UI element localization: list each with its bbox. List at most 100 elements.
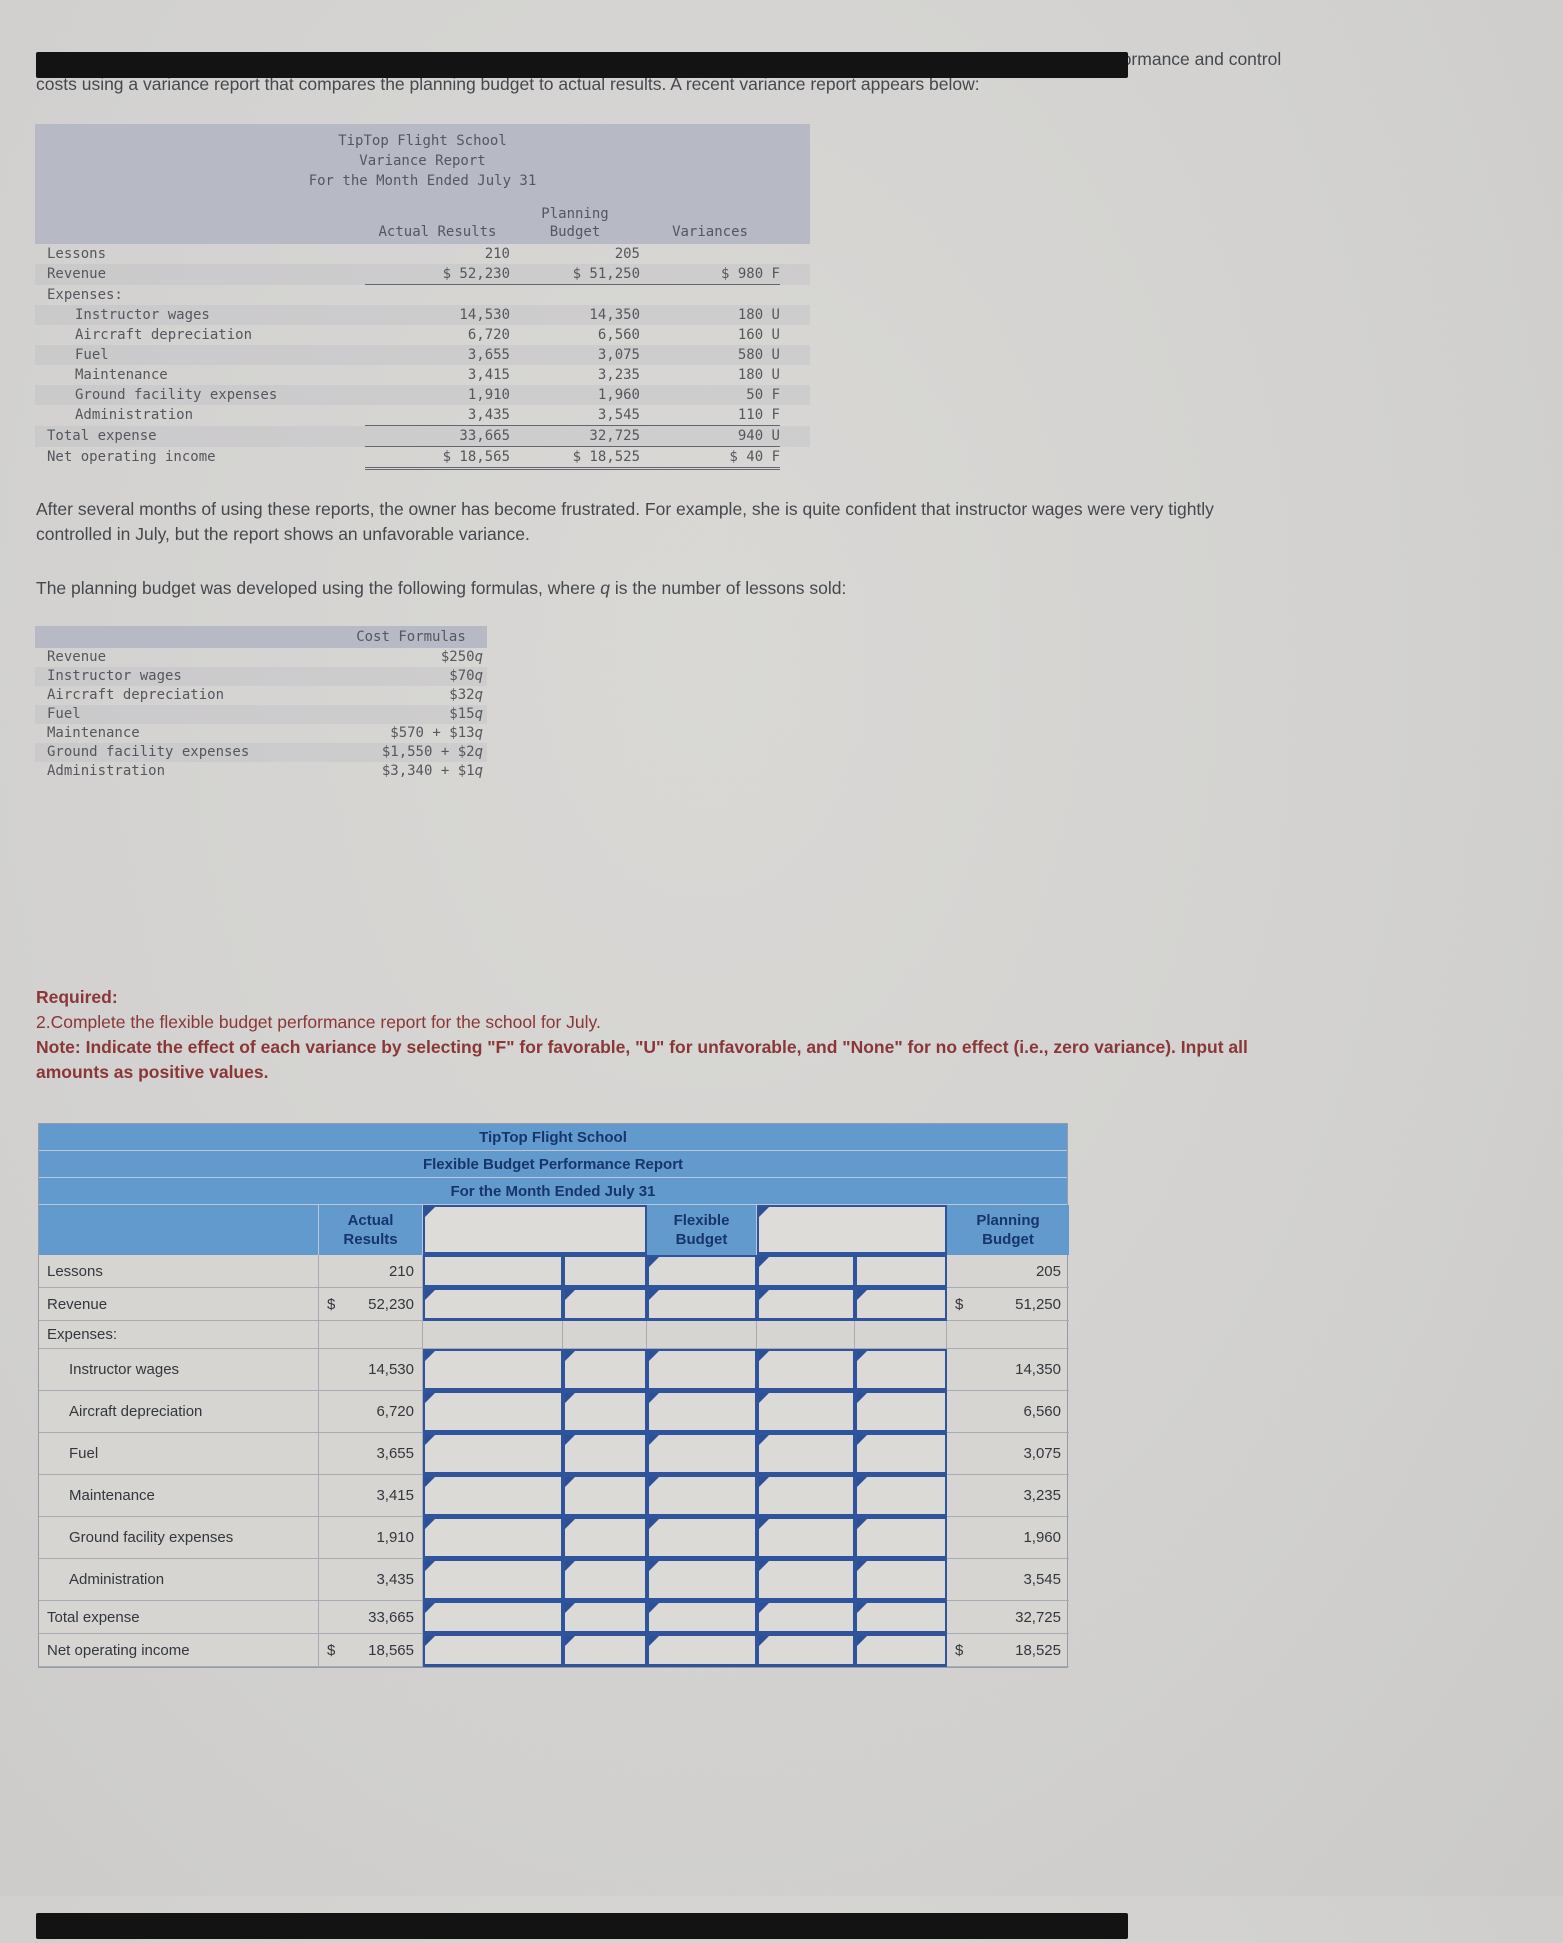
formula-value: $70q [449, 668, 483, 684]
activity-variance-fu-select[interactable] [855, 1433, 947, 1475]
flex-report-row: Fuel 3,655 3,075 [39, 1433, 1069, 1475]
activity-variance-fu-select[interactable] [855, 1349, 947, 1391]
actual-value [319, 1321, 423, 1349]
variance-value: 580 U [737, 347, 780, 363]
cost-formulas-header: Cost Formulas [356, 629, 466, 645]
row-label: Instructor wages [47, 668, 182, 684]
flexible-budget-input[interactable] [647, 1433, 757, 1475]
spending-variance-input[interactable] [423, 1349, 563, 1391]
actual-value: 1,910 [319, 1517, 423, 1559]
spending-variance-input[interactable] [423, 1475, 563, 1517]
activity-variance-input[interactable] [757, 1288, 855, 1321]
flexible-budget-input[interactable] [647, 1349, 757, 1391]
spending-variance-fu-select[interactable] [563, 1433, 647, 1475]
variance-report-row: Maintenance 3,415 3,235 180 U [35, 365, 810, 385]
row-label: Maintenance [75, 367, 168, 383]
spending-variance-fu-select[interactable] [563, 1634, 647, 1667]
formula-value: $32q [449, 687, 483, 703]
report-period: For the Month Ended July 31 [308, 173, 537, 189]
variance-report-row: Fuel 3,655 3,075 580 U [35, 345, 810, 365]
activity-variance-fu-select[interactable] [855, 1391, 947, 1433]
flex-report-column-headers: Actual Results Flexible Budget Planning … [39, 1205, 1069, 1255]
flexible-budget-input[interactable] [647, 1288, 757, 1321]
activity-variance-input[interactable] [757, 1475, 855, 1517]
planning-value: 6,560 [597, 327, 640, 343]
activity-variance-fu-select[interactable] [855, 1517, 947, 1559]
activity-variance-input[interactable] [757, 1559, 855, 1601]
spending-variance-input[interactable] [423, 1255, 563, 1288]
activity-variance-input[interactable] [757, 1517, 855, 1559]
label-column-header [39, 1205, 319, 1255]
variance-value: 180 U [737, 307, 780, 323]
spending-variance-input[interactable] [423, 1559, 563, 1601]
actual-value: 210 [484, 246, 510, 262]
spending-variance-fu-select[interactable] [563, 1349, 647, 1391]
activity-variance-fu-select[interactable] [855, 1288, 947, 1321]
actual-value: $52,230 [319, 1288, 423, 1321]
row-label: Lessons [39, 1255, 319, 1288]
spending-variance-input[interactable] [423, 1391, 563, 1433]
spending-variance-input[interactable] [423, 1634, 563, 1667]
spending-variance-fu-select[interactable] [563, 1475, 647, 1517]
activity-variance-input[interactable] [757, 1391, 855, 1433]
row-label: Ground facility expenses [47, 744, 250, 760]
activity-variance-fu-select[interactable] [855, 1255, 947, 1288]
formula-value: $250q [440, 649, 483, 665]
planning-value [947, 1321, 1069, 1349]
flexible-budget-input[interactable] [647, 1517, 757, 1559]
variance-value: 940 U [640, 426, 780, 447]
variance-header-select-2[interactable] [757, 1205, 947, 1255]
spending-variance-input[interactable] [423, 1288, 563, 1321]
activity-variance-fu-select[interactable] [855, 1475, 947, 1517]
actual-results-column-header: Actual Results [319, 1205, 423, 1255]
activity-variance-fu-select[interactable] [855, 1601, 947, 1634]
variance-value: 180 U [737, 367, 780, 383]
actual-value: 6,720 [467, 327, 510, 343]
planning-value: 3,075 [597, 347, 640, 363]
activity-variance-fu-select[interactable] [855, 1559, 947, 1601]
formula-value: $3,340 + $1q [381, 763, 483, 779]
actual-value: 33,665 [365, 426, 510, 447]
flexible-budget-input[interactable] [647, 1391, 757, 1433]
flexible-budget-input[interactable] [647, 1559, 757, 1601]
spending-variance-fu-select[interactable] [563, 1288, 647, 1321]
variance-report-row: Net operating income $ 18,565 $ 18,525 $ 40… [35, 447, 810, 470]
actual-value: 14,530 [319, 1349, 423, 1391]
screen-bottom-bar [36, 1913, 1128, 1939]
spending-variance-input[interactable] [423, 1517, 563, 1559]
spending-variance-input[interactable] [423, 1601, 563, 1634]
activity-variance-input[interactable] [757, 1255, 855, 1288]
flexible-budget-input[interactable] [647, 1601, 757, 1634]
row-label: Instructor wages [39, 1349, 319, 1391]
flexible-budget-input[interactable] [647, 1475, 757, 1517]
variance-header-select-1[interactable] [423, 1205, 647, 1255]
spending-variance-fu-select[interactable] [563, 1517, 647, 1559]
actual-value: $ 52,230 [365, 264, 510, 285]
variance-report-header: TipTop Flight School Variance Report For… [35, 124, 810, 244]
activity-variance-input[interactable] [757, 1349, 855, 1391]
row-label: Fuel [39, 1433, 319, 1475]
cost-formula-row: Instructor wages $70q [35, 667, 487, 686]
flex-report-table: TipTop Flight School Flexible Budget Per… [38, 1123, 1069, 1668]
variance-report-row: Total expense 33,665 32,725 940 U [35, 426, 810, 447]
flexible-budget-input[interactable] [647, 1255, 757, 1288]
spending-variance-fu-select[interactable] [563, 1391, 647, 1433]
flexible-budget-input[interactable] [647, 1634, 757, 1667]
spending-variance-fu-select[interactable] [563, 1559, 647, 1601]
activity-variance-input[interactable] [757, 1433, 855, 1475]
activity-variance-fu-select[interactable] [855, 1634, 947, 1667]
actual-value: 3,655 [467, 347, 510, 363]
flex-report-period: For the Month Ended July 31 [39, 1178, 1067, 1205]
spending-variance-fu-select[interactable] [563, 1601, 647, 1634]
spending-variance-input[interactable] [423, 1433, 563, 1475]
formulas-paragraph-pre: The planning budget was developed using … [36, 578, 601, 598]
cost-formula-row: Administration $3,340 + $1q [35, 762, 487, 781]
actual-value: 33,665 [319, 1601, 423, 1634]
empty-cell [563, 1321, 647, 1349]
activity-variance-input[interactable] [757, 1634, 855, 1667]
spending-variance-fu-select[interactable] [563, 1255, 647, 1288]
activity-variance-input[interactable] [757, 1601, 855, 1634]
empty-cell [757, 1321, 855, 1349]
row-label: Expenses: [47, 287, 123, 303]
formula-value: $15q [449, 706, 483, 722]
